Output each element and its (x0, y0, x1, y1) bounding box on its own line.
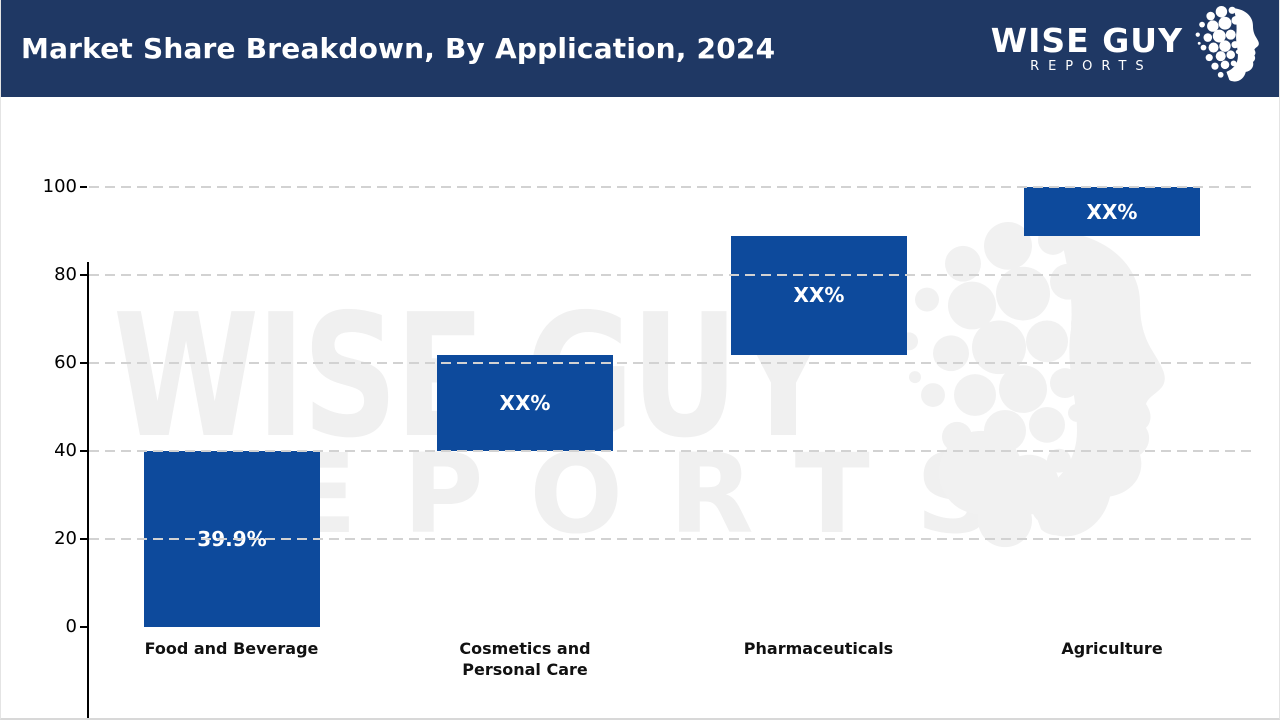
y-tick-label: 60 (54, 352, 77, 373)
header-bar: Market Share Breakdown, By Application, … (1, 0, 1279, 97)
x-category-label: Food and Beverage (92, 638, 372, 659)
y-tick-label: 80 (54, 264, 77, 285)
y-tick (80, 186, 87, 188)
y-tick (80, 450, 87, 452)
bar: XX% (1024, 187, 1200, 236)
x-category-label-line: Personal Care (462, 660, 588, 679)
chart-area: 0 20 40 60 80 100 39.9% Food and Beverage XX% Cos… (1, 97, 1279, 718)
bar-value-label: XX% (793, 283, 845, 308)
y-tick-label: 40 (54, 440, 77, 461)
bar: XX% (731, 235, 907, 355)
x-category-label-line: Cosmetics and (459, 639, 591, 658)
x-category-label: Cosmetics and Personal Care (385, 638, 665, 680)
x-category-label-line: Pharmaceuticals (743, 639, 894, 658)
logo-subtitle: REPORTS (1030, 58, 1153, 74)
y-tick (80, 274, 87, 276)
gridline (89, 274, 1255, 276)
y-tick-label: 0 (65, 616, 77, 637)
wiseguy-logo-text: WISE GUY REPORTS (990, 20, 1183, 74)
y-axis-line (87, 262, 89, 718)
page-title: Market Share Breakdown, By Application, … (21, 32, 776, 65)
x-category-label-line: Agriculture (1061, 639, 1163, 658)
y-tick-label: 20 (54, 528, 77, 549)
wiseguy-head-icon (1195, 5, 1259, 82)
y-tick (80, 538, 87, 540)
x-category-label: Agriculture (972, 638, 1252, 659)
y-tick (80, 362, 87, 364)
x-category-label: Pharmaceuticals (679, 638, 959, 659)
y-tick-label: 100 (42, 176, 77, 197)
bar: 39.9% (144, 451, 320, 628)
x-category-label-line: Food and Beverage (144, 639, 319, 658)
y-tick (80, 626, 87, 628)
bar-value-label: XX% (1086, 199, 1138, 224)
gridline (89, 362, 1255, 364)
wiseguy-logo: WISE GUY REPORTS (990, 5, 1271, 92)
bar-value-label: 39.9% (197, 527, 267, 552)
bar-value-label: XX% (499, 391, 551, 416)
bar: XX% (437, 355, 613, 452)
logo-wordmark: WISE GUY (990, 20, 1183, 60)
